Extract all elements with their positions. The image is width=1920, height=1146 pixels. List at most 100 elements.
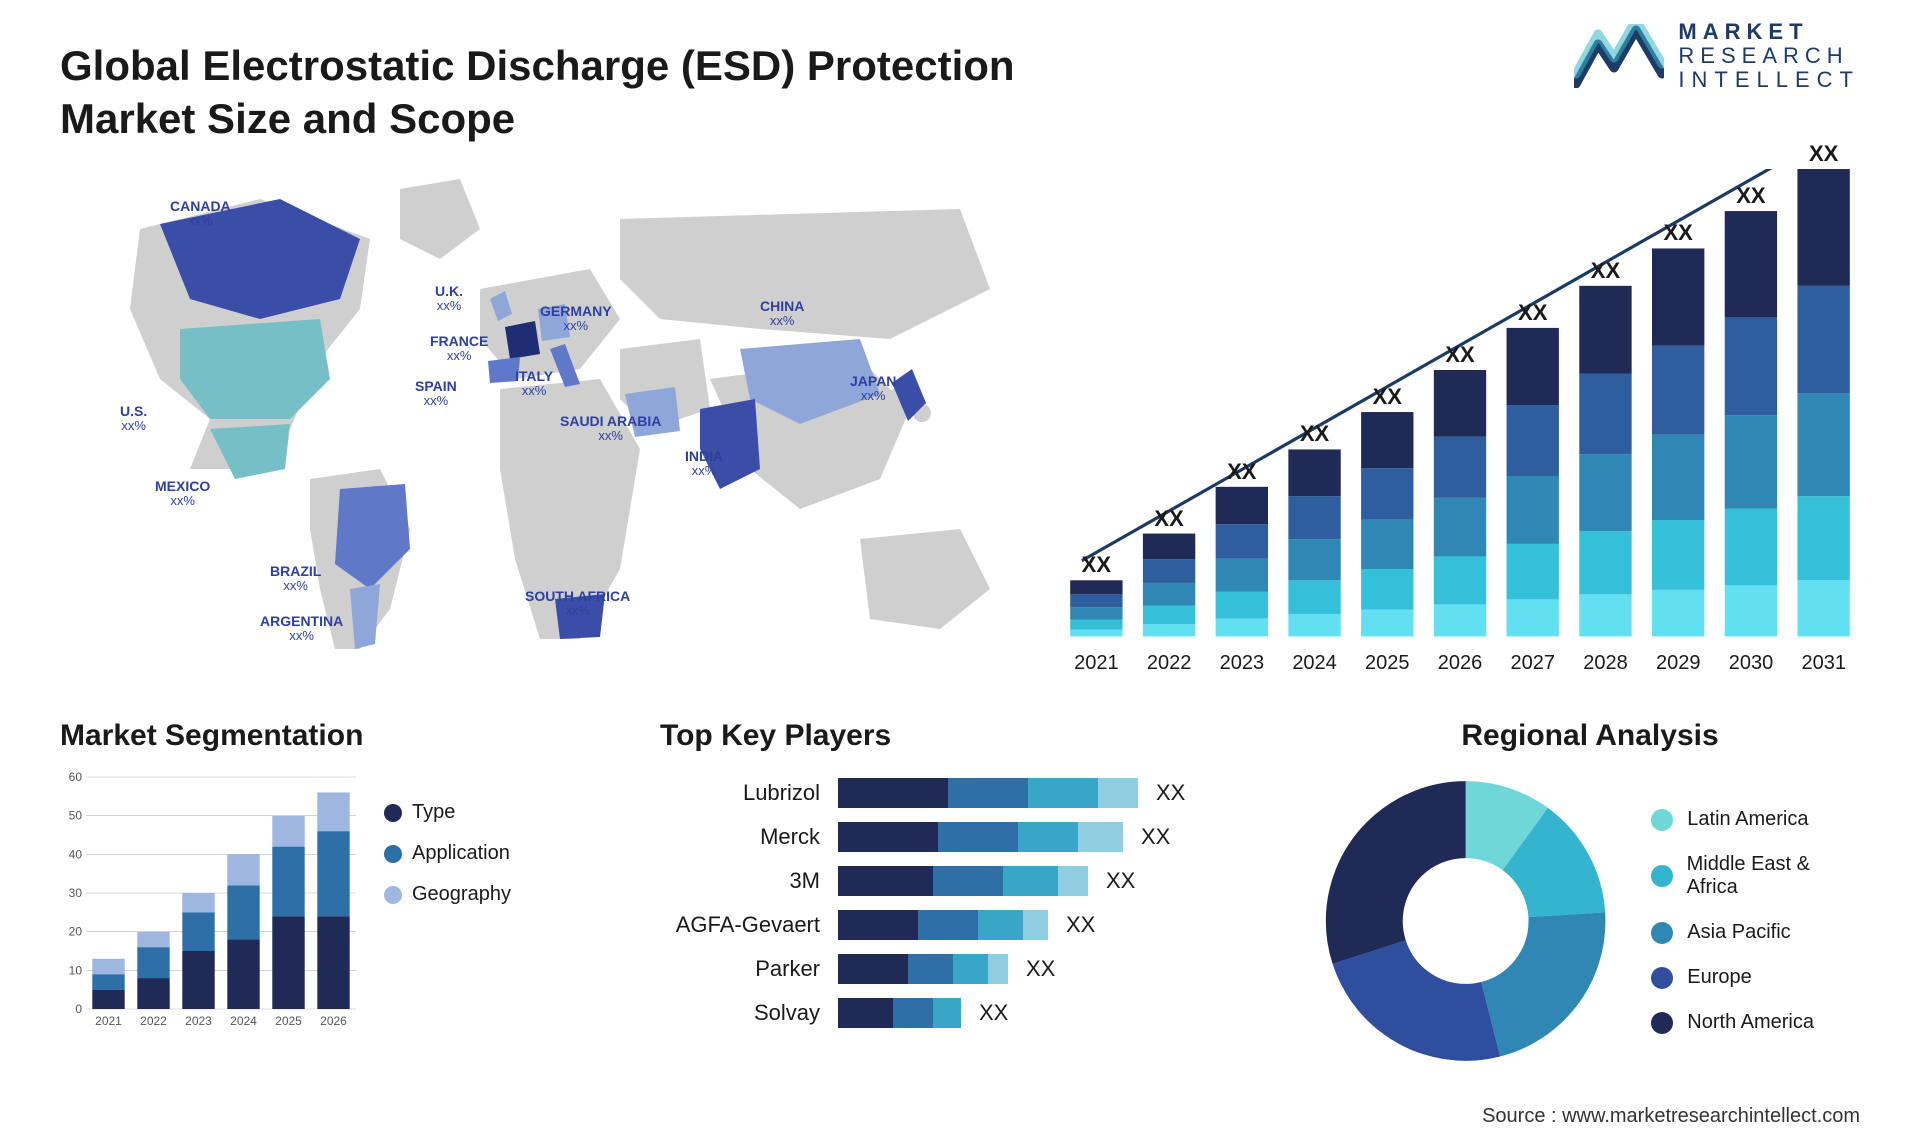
player-bar-segment	[838, 778, 948, 808]
segmentation-panel: Market Segmentation 01020304050602021202…	[60, 719, 600, 1071]
player-name: Merck	[660, 824, 820, 850]
svg-text:2024: 2024	[230, 1014, 257, 1028]
player-row: SolvayXX	[660, 991, 1260, 1035]
logo-line-2: RESEARCH	[1678, 44, 1860, 68]
map-label: FRANCExx%	[430, 334, 488, 364]
legend-label: Type	[412, 801, 455, 824]
segmentation-legend-item: Geography	[384, 883, 511, 906]
infographic-page: Global Electrostatic Discharge (ESD) Pro…	[0, 0, 1920, 1146]
player-value: XX	[1156, 780, 1185, 806]
player-name: Lubrizol	[660, 780, 820, 806]
player-bar-segment	[918, 910, 978, 940]
player-bar-segment	[978, 910, 1023, 940]
player-bar-segment	[838, 910, 918, 940]
world-map-panel: CANADAxx%U.S.xx%MEXICOxx%BRAZILxx%ARGENT…	[60, 169, 1020, 669]
player-bar-segment	[893, 998, 933, 1028]
player-name: Parker	[660, 956, 820, 982]
regional-legend-item: Asia Pacific	[1651, 921, 1860, 944]
map-label: U.K.xx%	[435, 284, 463, 314]
segmentation-legend-item: Application	[384, 842, 511, 865]
growth-top-label: XX	[1794, 141, 1854, 167]
logo-line-1: MARKET	[1678, 20, 1860, 44]
svg-text:50: 50	[69, 809, 83, 823]
segmentation-chart: 0102030405060202120222023202420252026	[60, 771, 360, 1031]
growth-year-label: 2028	[1569, 652, 1642, 675]
segmentation-legend-item: Type	[384, 801, 511, 824]
segmentation-svg: 0102030405060202120222023202420252026	[60, 771, 360, 1031]
player-bar-segment	[1058, 866, 1088, 896]
map-label: MEXICOxx%	[155, 479, 210, 509]
player-bar-segment	[988, 954, 1008, 984]
player-bar	[838, 998, 961, 1028]
player-name: 3M	[660, 868, 820, 894]
regional-title: Regional Analysis	[1320, 719, 1860, 753]
player-row: AGFA-GevaertXX	[660, 903, 1260, 947]
player-bar-segment	[938, 822, 1018, 852]
regional-donut	[1320, 771, 1611, 1071]
player-row: Merck XX	[660, 815, 1260, 859]
map-label: BRAZILxx%	[270, 564, 321, 594]
player-bar-segment	[1098, 778, 1138, 808]
legend-swatch-icon	[384, 845, 402, 863]
legend-swatch-icon	[384, 886, 402, 904]
regional-legend-item: North America	[1651, 1011, 1860, 1034]
legend-label: Latin America	[1687, 808, 1808, 831]
hl-us	[180, 319, 330, 419]
svg-text:2022: 2022	[140, 1014, 167, 1028]
growth-year-label: 2030	[1715, 652, 1788, 675]
growth-year-label: 2022	[1133, 652, 1206, 675]
legend-label: Geography	[412, 883, 511, 906]
map-label: SOUTH AFRICAxx%	[525, 589, 630, 619]
growth-year-label: 2025	[1351, 652, 1424, 675]
segmentation-title: Market Segmentation	[60, 719, 600, 753]
source-label: Source : www.marketresearchintellect.com	[1482, 1105, 1860, 1128]
bottom-row: Market Segmentation 01020304050602021202…	[60, 719, 1860, 1071]
player-name: Solvay	[660, 1000, 820, 1026]
svg-text:40: 40	[69, 847, 83, 861]
player-value: XX	[1141, 824, 1170, 850]
player-bar-segment	[838, 822, 938, 852]
player-bar-segment	[1078, 822, 1123, 852]
growth-year-label: 2027	[1496, 652, 1569, 675]
player-bar-segment	[1023, 910, 1048, 940]
regional-panel: Regional Analysis Latin America Middle Ea…	[1320, 719, 1860, 1071]
legend-swatch-icon	[1651, 809, 1673, 831]
logo-text: MARKET RESEARCH INTELLECT	[1678, 20, 1860, 93]
svg-text:60: 60	[69, 771, 83, 784]
growth-x-labels: 2021202220232024202520262027202820292030…	[1060, 652, 1860, 675]
svg-text:0: 0	[75, 1002, 82, 1016]
growth-bars-svg	[1060, 169, 1860, 669]
svg-text:2025: 2025	[275, 1014, 302, 1028]
players-panel: Top Key Players LubrizolXXMerckXX3MXXAGF…	[660, 719, 1260, 1071]
map-label: CHINAxx%	[760, 299, 804, 329]
svg-text:10: 10	[69, 963, 83, 977]
player-value: XX	[1066, 912, 1095, 938]
player-row: Lubrizol XX	[660, 771, 1260, 815]
map-label: ITALYxx%	[515, 369, 553, 399]
svg-text:2021: 2021	[95, 1014, 122, 1028]
legend-label: Middle East & Africa	[1687, 853, 1860, 899]
player-value: XX	[1106, 868, 1135, 894]
player-bar-segment	[953, 954, 988, 984]
map-label: INDIAxx%	[685, 449, 723, 479]
players-title: Top Key Players	[660, 719, 1260, 753]
logo-line-3: INTELLECT	[1678, 68, 1860, 92]
legend-swatch-icon	[384, 804, 402, 822]
player-bar-segment	[838, 954, 908, 984]
growth-year-label: 2024	[1278, 652, 1351, 675]
regional-legend-item: Middle East & Africa	[1651, 853, 1860, 899]
svg-text:2023: 2023	[185, 1014, 212, 1028]
legend-swatch-icon	[1651, 865, 1672, 887]
player-value: XX	[1026, 956, 1055, 982]
legend-label: Application	[412, 842, 510, 865]
player-bar-segment	[933, 866, 1003, 896]
legend-label: North America	[1687, 1011, 1814, 1034]
player-bar-segment	[838, 866, 933, 896]
map-label: ARGENTINAxx%	[260, 614, 343, 644]
growth-year-label: 2021	[1060, 652, 1133, 675]
legend-swatch-icon	[1651, 967, 1673, 989]
top-row: CANADAxx%U.S.xx%MEXICOxx%BRAZILxx%ARGENT…	[60, 169, 1860, 669]
growth-year-label: 2026	[1424, 652, 1497, 675]
legend-swatch-icon	[1651, 1012, 1673, 1034]
brand-logo: MARKET RESEARCH INTELLECT	[1574, 20, 1860, 93]
